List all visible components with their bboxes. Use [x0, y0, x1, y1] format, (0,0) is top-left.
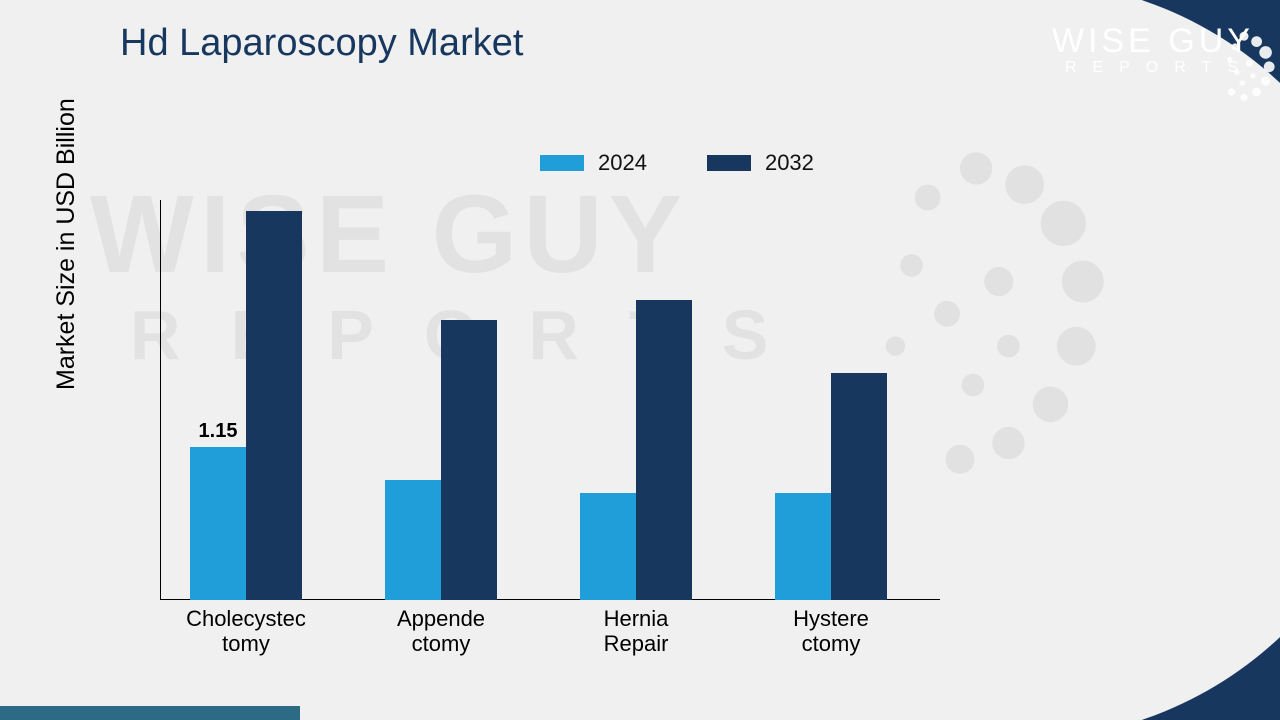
logo-line2: REPORTS — [1052, 59, 1254, 77]
bar-2032 — [441, 320, 497, 600]
legend: 2024 2032 — [540, 150, 814, 176]
legend-label-2032: 2032 — [765, 150, 814, 176]
chart-title: Hd Laparoscopy Market — [120, 22, 523, 65]
legend-swatch-2032 — [707, 155, 751, 171]
legend-swatch-2024 — [540, 155, 584, 171]
bar-group: HerniaRepair — [580, 200, 710, 600]
bar-2024 — [190, 447, 246, 600]
bar-2024 — [775, 493, 831, 600]
bar-2024 — [385, 480, 441, 600]
bar-2032 — [636, 300, 692, 600]
chart-canvas: WISE GUY REPORTS Hd Laparoscopy Market W… — [0, 0, 1280, 720]
bottom-accent-bar — [0, 706, 300, 720]
bar-2032 — [246, 211, 302, 600]
bar-value-label: 1.15 — [188, 420, 248, 443]
category-label: HerniaRepair — [546, 600, 726, 657]
y-axis-label: Market Size in USD Billion — [52, 98, 81, 390]
brand-logo: WISE GUY REPORTS — [1052, 22, 1254, 77]
legend-label-2024: 2024 — [598, 150, 647, 176]
legend-item-2032: 2032 — [707, 150, 814, 176]
category-label: Appendectomy — [351, 600, 531, 657]
logo-line1: WISE GUY — [1052, 22, 1254, 61]
y-axis-line — [160, 200, 161, 600]
bar-group: Appendectomy — [385, 200, 515, 600]
bar-group: Hysterectomy — [775, 200, 905, 600]
legend-item-2024: 2024 — [540, 150, 647, 176]
bar-group: 1.15Cholecystectomy — [190, 200, 320, 600]
bar-2024 — [580, 493, 636, 600]
chart-plot-area: 1.15Cholecystectomy Appendectomy HerniaRep… — [160, 200, 940, 600]
bar-2032 — [831, 373, 887, 600]
category-label: Hysterectomy — [741, 600, 921, 657]
category-label: Cholecystectomy — [156, 600, 336, 657]
